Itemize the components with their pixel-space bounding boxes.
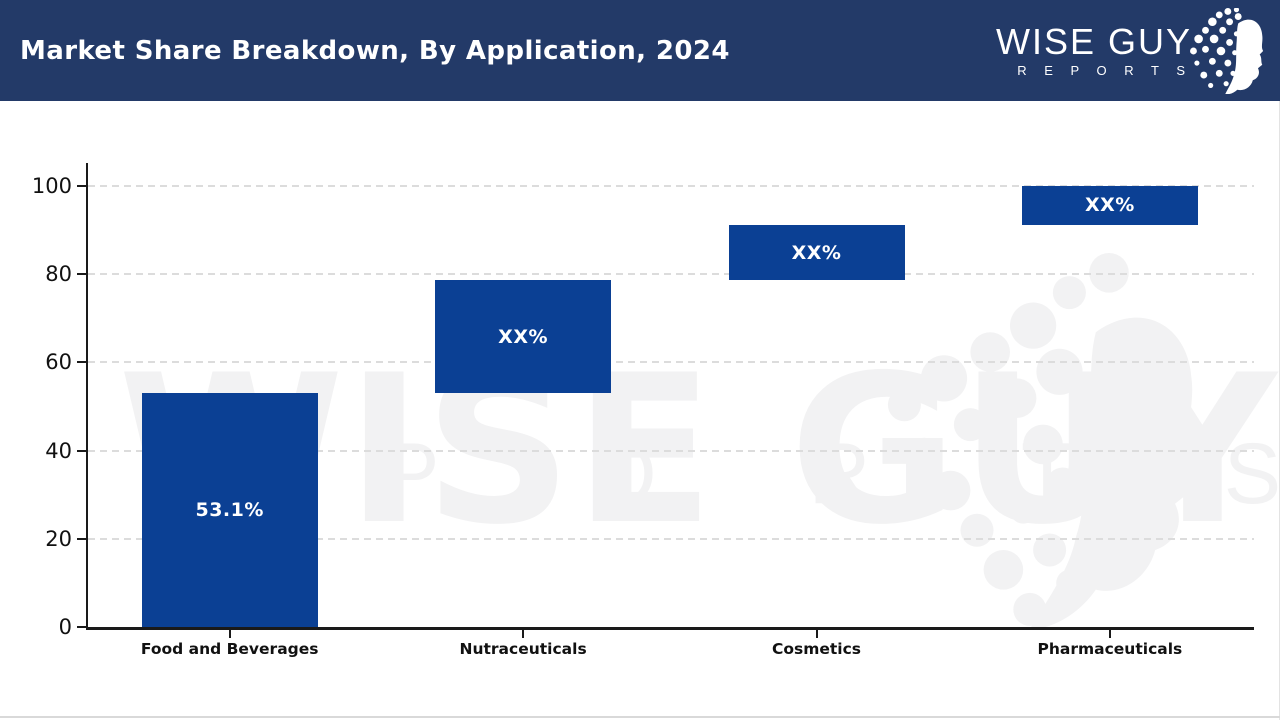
x-category-label: Pharmaceuticals [1037,640,1183,658]
bar-cosmetics: XX% [728,224,905,281]
logo-text: WISE GUY R E P O R T S [995,20,1192,78]
y-tick-label: 0 [58,615,72,639]
gridline-y80 [88,273,1254,276]
gridline-y40 [88,449,1254,452]
header: Market Share Breakdown, By Application, … [0,0,1280,101]
y-tick-label: 20 [45,526,72,551]
y-tick-label: 60 [45,350,72,375]
footer-divider [0,716,1280,718]
bar-pharmaceuticals: XX% [1021,186,1198,225]
watermark-face-icon [887,253,1195,630]
x-category-label: Cosmetics [771,640,862,658]
bar-food-and-beverages: 53.1% [141,392,318,627]
y-tick-label: 80 [45,262,72,287]
gridline-y60 [88,361,1254,364]
y-tick-60 [77,361,86,364]
logo-wordmark: WISE GUY [995,20,1192,62]
bar-value-label: XX% [1084,194,1135,217]
x-category-label: Food and Beverages [140,640,319,658]
y-tick-0 [77,626,86,628]
page-title: Market Share Breakdown, By Application, … [20,35,730,66]
bar-value-label: XX% [791,241,842,264]
y-tick-label: 100 [31,174,72,198]
x-tick [1108,630,1111,638]
logo-subtitle: R E P O R T S [1017,62,1192,78]
x-axis-line [86,627,1254,630]
x-tick [815,630,818,638]
bar-value-label: 53.1% [195,498,264,521]
y-tick-80 [77,273,86,276]
y-tick-label: 40 [45,438,72,463]
gridline-y20 [88,537,1254,540]
y-axis-line [86,163,88,629]
y-tick-20 [77,537,86,540]
x-tick [522,630,525,638]
x-category-label: Nutraceuticals [459,640,587,658]
gridline-y100 [88,185,1254,187]
bar-value-label: XX% [498,325,549,348]
bar-nutraceuticals: XX% [435,280,612,393]
brand-logo: WISE GUY R E P O R T S [996,0,1266,101]
y-tick-40 [77,449,86,452]
logo-face-icon [1190,7,1264,94]
x-tick [228,630,231,638]
y-tick-100 [77,185,86,187]
